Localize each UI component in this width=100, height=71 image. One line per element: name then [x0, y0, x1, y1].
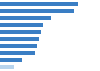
Bar	[0, 65, 14, 69]
Bar	[0, 23, 43, 27]
Bar	[0, 37, 39, 41]
Bar	[0, 16, 51, 20]
Bar	[0, 44, 37, 48]
Bar	[0, 9, 74, 13]
Bar	[0, 30, 41, 34]
Bar	[0, 58, 22, 62]
Bar	[0, 51, 35, 55]
Bar	[0, 2, 78, 6]
